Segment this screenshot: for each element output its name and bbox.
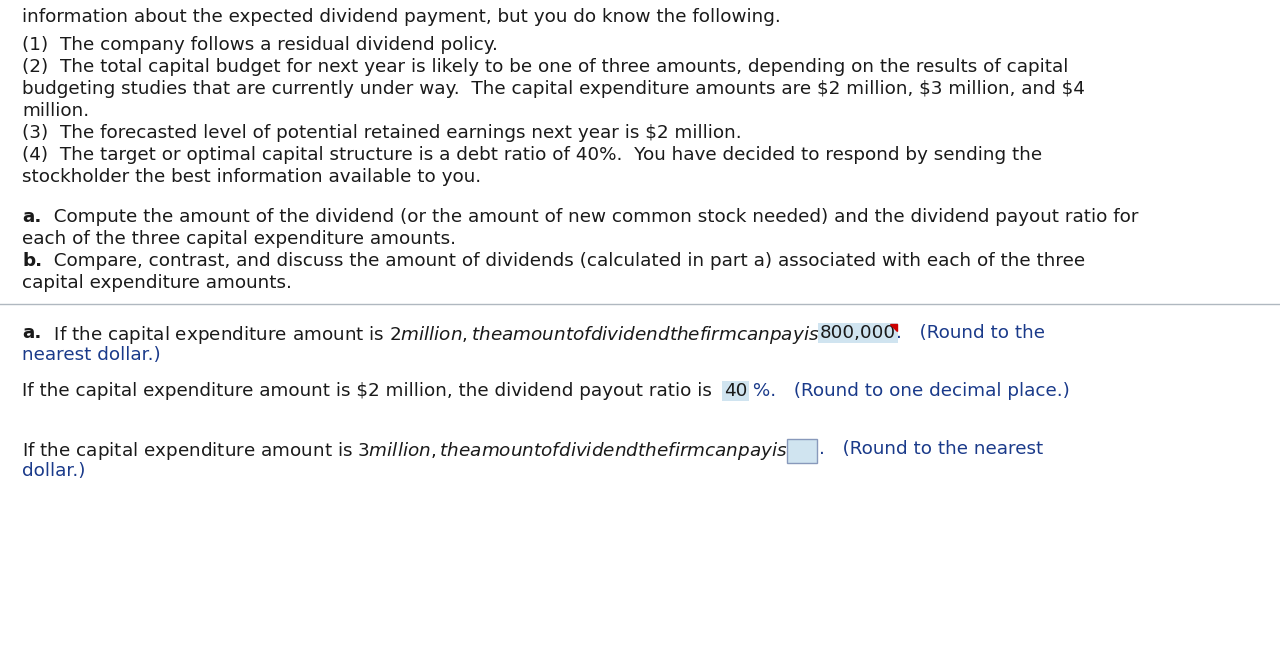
Text: %.   (Round to one decimal place.): %. (Round to one decimal place.) xyxy=(748,382,1070,400)
Text: budgeting studies that are currently under way.  The capital expenditure amounts: budgeting studies that are currently und… xyxy=(22,80,1085,98)
Text: If the capital expenditure amount is $3 million, the amount of dividend the firm: If the capital expenditure amount is $3 … xyxy=(22,440,787,462)
Text: (4)  The target or optimal capital structure is a debt ratio of 40%.  You have d: (4) The target or optimal capital struct… xyxy=(22,146,1042,164)
Text: dollar.): dollar.) xyxy=(22,462,86,480)
Text: .   (Round to the nearest: . (Round to the nearest xyxy=(819,440,1043,458)
Text: nearest dollar.): nearest dollar.) xyxy=(22,346,161,364)
Text: (3)  The forecasted level of potential retained earnings next year is $2 million: (3) The forecasted level of potential re… xyxy=(22,124,741,142)
Text: 40: 40 xyxy=(723,382,748,400)
Text: capital expenditure amounts.: capital expenditure amounts. xyxy=(22,274,292,292)
Text: b.: b. xyxy=(22,252,42,270)
Text: Compute the amount of the dividend (or the amount of new common stock needed) an: Compute the amount of the dividend (or t… xyxy=(42,208,1138,226)
Text: Compare, contrast, and discuss the amount of dividends (calculated in part ​a​) : Compare, contrast, and discuss the amoun… xyxy=(42,252,1085,270)
Text: 800,000: 800,000 xyxy=(819,324,896,342)
FancyBboxPatch shape xyxy=(722,381,749,401)
Text: .   (Round to the: . (Round to the xyxy=(896,324,1044,342)
FancyBboxPatch shape xyxy=(787,439,817,463)
Text: stockholder the best information available to you.: stockholder the best information availab… xyxy=(22,168,481,186)
Text: information about the expected dividend payment, but you do know the following.: information about the expected dividend … xyxy=(22,8,781,26)
Text: a.: a. xyxy=(22,208,41,226)
Text: If the capital expenditure amount is $2 million, the dividend payout ratio is: If the capital expenditure amount is $2 … xyxy=(22,382,723,400)
Text: (1)  The company follows a residual dividend policy.: (1) The company follows a residual divid… xyxy=(22,36,498,54)
Text: million.: million. xyxy=(22,102,90,120)
Text: a.: a. xyxy=(22,324,41,342)
Text: each of the three capital expenditure amounts.: each of the three capital expenditure am… xyxy=(22,230,456,248)
Text: If the capital expenditure amount is $2 million, the amount of dividend the firm: If the capital expenditure amount is $2 … xyxy=(42,324,819,346)
FancyBboxPatch shape xyxy=(818,323,897,343)
Polygon shape xyxy=(890,324,897,331)
Text: (2)  The total capital budget for next year is likely to be one of three amounts: (2) The total capital budget for next ye… xyxy=(22,58,1069,76)
